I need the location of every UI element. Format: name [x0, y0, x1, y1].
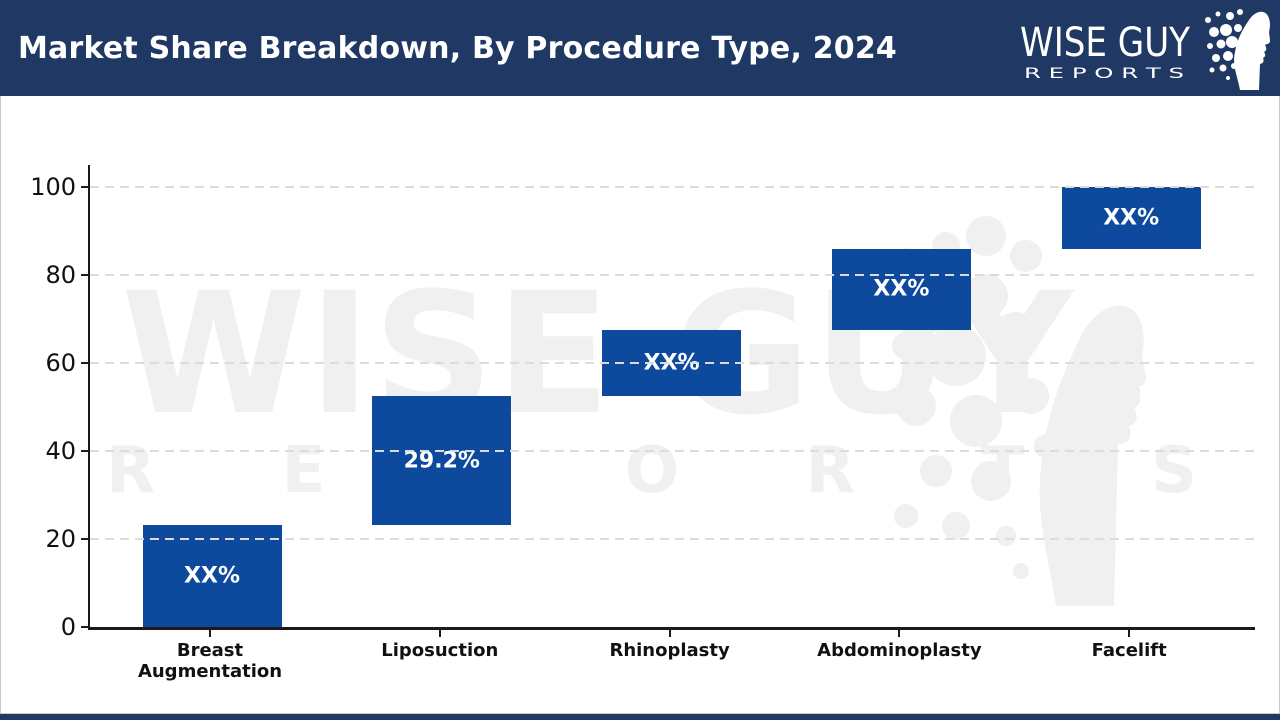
x-tick-mark: [1128, 629, 1131, 637]
gridline-20: [90, 538, 1255, 540]
bar-value-label: 29.2%: [403, 448, 480, 474]
x-tick-mark: [668, 629, 671, 637]
page-title: Market Share Breakdown, By Procedure Typ…: [18, 30, 897, 66]
logo-brand-text: WISE GUY: [1020, 20, 1190, 66]
x-tick-label: Breast Augmentation: [137, 640, 283, 683]
bar-abdominoplasty: XX%: [831, 248, 971, 330]
x-tick-label: Abdominoplasty: [817, 640, 982, 661]
y-tick-label: 40: [45, 437, 76, 465]
bar-liposuction: 29.2%: [372, 396, 512, 525]
logo-face-icon: [1234, 11, 1270, 90]
bar-value-label: XX%: [1103, 205, 1160, 231]
wise-guy-logo: WISE GUY R E P O R T S: [1020, 9, 1270, 90]
y-tick-label: 20: [45, 525, 76, 553]
bar-value-label: XX%: [873, 276, 930, 302]
gridline-40: [90, 450, 1255, 452]
x-tick-mark: [898, 629, 901, 637]
y-tick-label: 60: [45, 349, 76, 377]
logo-subtitle-text: R E P O R T S: [1024, 66, 1184, 82]
x-tick-label: Rhinoplasty: [609, 640, 730, 661]
gridline-100: [90, 186, 1255, 188]
x-tick-mark: [438, 629, 441, 637]
bar-facelift: XX%: [1061, 187, 1201, 249]
y-tick-label: 80: [45, 261, 76, 289]
y-tick-mark: [81, 626, 88, 628]
x-tick-mark: [209, 629, 211, 637]
gridline-80: [90, 274, 1255, 276]
gridline-60: [90, 362, 1255, 364]
x-tick-label: Facelift: [1091, 640, 1167, 661]
y-tick-label: 100: [30, 173, 76, 201]
x-tick-label: Liposuction: [381, 640, 499, 661]
waterfall-chart: XX% 29.2% XX% XX% XX%: [88, 165, 1255, 630]
logo-dots-icon: [1205, 9, 1247, 80]
y-tick-mark: [81, 274, 88, 276]
y-tick-mark: [81, 362, 88, 364]
bar-breast-augmentation: XX%: [142, 524, 282, 627]
y-tick-mark: [81, 450, 88, 452]
y-tick-mark: [81, 538, 88, 540]
y-tick-mark: [81, 186, 88, 188]
header: Market Share Breakdown, By Procedure Typ…: [0, 0, 1280, 96]
bar-value-label: XX%: [184, 563, 240, 589]
y-tick-label: 0: [60, 613, 76, 641]
footer-bar: [0, 714, 1280, 720]
